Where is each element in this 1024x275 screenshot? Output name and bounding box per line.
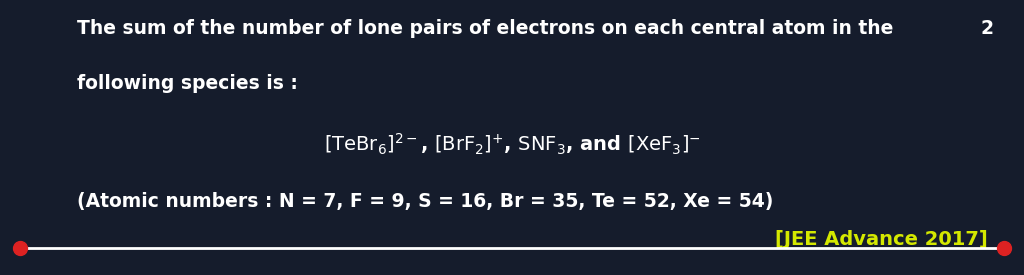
Text: $[\mathrm{TeBr_6}]^{2-}$, $[\mathrm{BrF_2}]^{+}$, $\mathrm{SNF_3}$, and $[\mathr: $[\mathrm{TeBr_6}]^{2-}$, $[\mathrm{BrF_… bbox=[324, 132, 700, 157]
Text: The sum of the number of lone pairs of electrons on each central atom in the: The sum of the number of lone pairs of e… bbox=[77, 19, 893, 38]
Text: [JEE Advance 2017]: [JEE Advance 2017] bbox=[775, 230, 988, 249]
Text: 2: 2 bbox=[981, 19, 994, 38]
Text: (Atomic numbers : N = 7, F = 9, S = 16, Br = 35, Te = 52, Xe = 54): (Atomic numbers : N = 7, F = 9, S = 16, … bbox=[77, 192, 773, 211]
Text: following species is :: following species is : bbox=[77, 74, 298, 93]
